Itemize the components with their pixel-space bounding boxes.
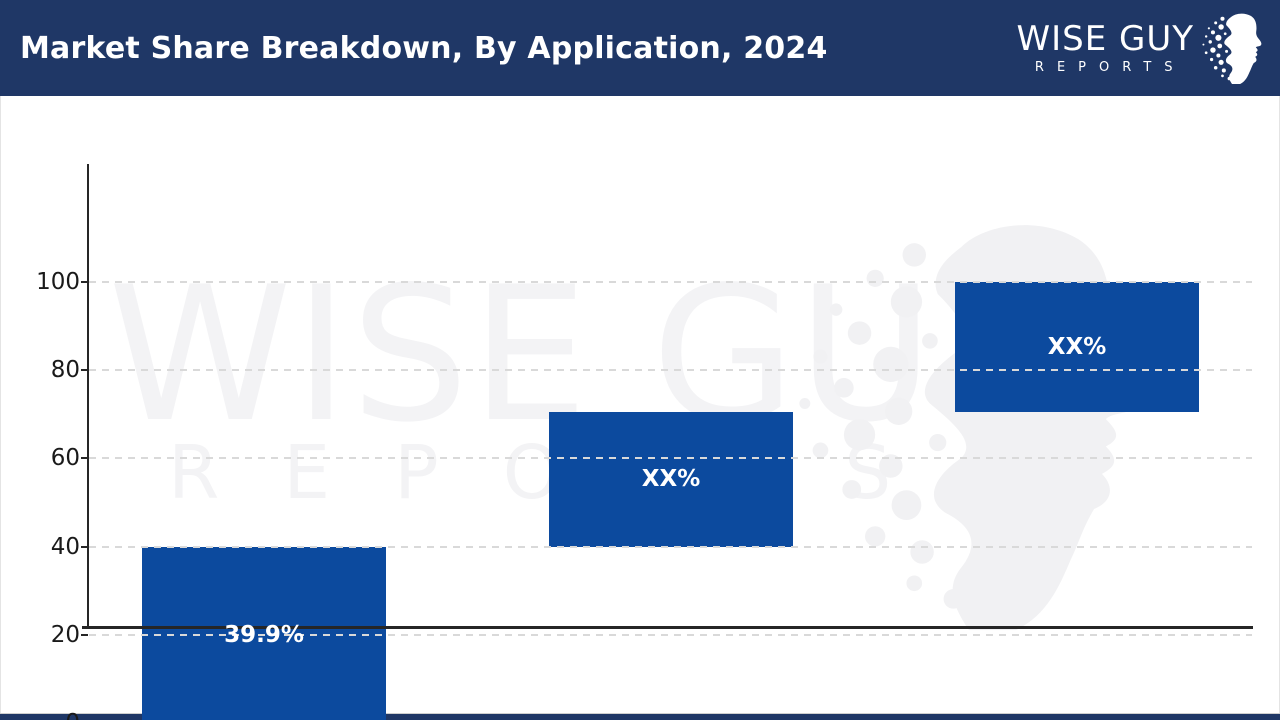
y-tick-mark-80 (81, 369, 88, 372)
y-tick-label-0: 0 (10, 710, 80, 720)
bar-antithrombotic (549, 411, 793, 548)
y-axis-line (87, 164, 89, 628)
y-tick-mark-100 (81, 281, 88, 283)
y-tick-mark-20 (81, 633, 88, 636)
chart-plot-area: 02040608010039.9%AnticoagulantXX%Antithr… (0, 96, 1280, 720)
bar-anticoagulant (142, 547, 386, 720)
y-tick-label-100: 100 (36, 269, 80, 295)
dotted-face-profile-icon (1202, 13, 1262, 85)
gridline-y60 (89, 457, 1252, 460)
y-tick-label-60: 60 (50, 445, 80, 472)
gridline-y80 (89, 369, 1252, 372)
logo-subtitle: REPORTS (1034, 59, 1186, 75)
header-bar: Market Share Breakdown, By Application, … (0, 0, 1280, 96)
y-tick-label-20: 20 (50, 621, 80, 648)
x-axis-line (82, 626, 1253, 629)
bar-value-label: XX% (1047, 333, 1107, 360)
y-tick-label-40: 40 (50, 533, 80, 560)
logo-text: WISE GUY REPORTS (1016, 22, 1194, 75)
logo-wordmark: WISE GUY (1016, 18, 1194, 59)
bar-cardiovascular-treatment (955, 282, 1199, 412)
wise-guy-reports-logo: WISE GUY REPORTS (1016, 8, 1266, 88)
gridline-y100 (89, 281, 1252, 283)
gridline-y40 (89, 545, 1252, 548)
footer-accent-bar (0, 713, 1280, 720)
watermark-face-profile (799, 225, 1138, 631)
bar-value-label: XX% (641, 466, 701, 493)
y-tick-mark-60 (81, 457, 88, 460)
gridline-y20 (89, 633, 1252, 636)
y-tick-label-80: 80 (50, 357, 80, 384)
bar-value-label: 39.9% (224, 622, 304, 649)
page-title: Market Share Breakdown, By Application, … (20, 30, 828, 66)
y-tick-mark-40 (81, 545, 88, 548)
